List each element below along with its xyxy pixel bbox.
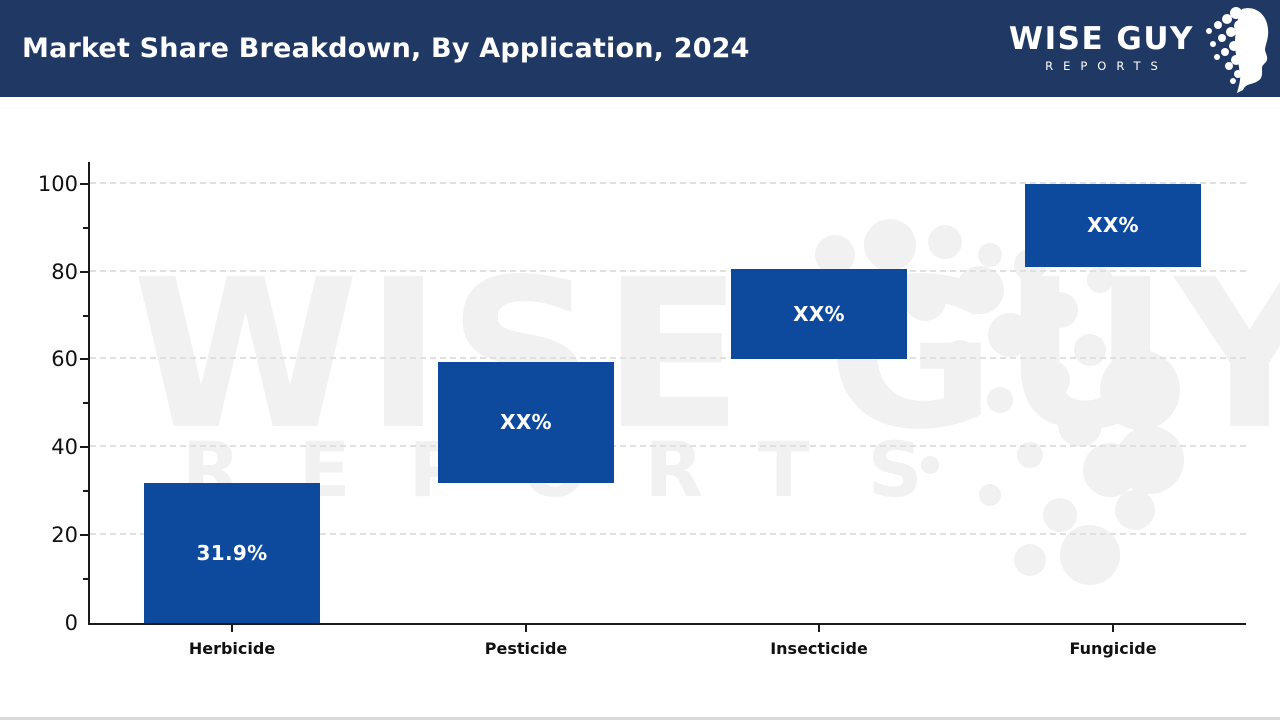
page-title: Market Share Breakdown, By Application, … — [22, 33, 750, 64]
y-tick-label: 60 — [51, 347, 78, 372]
y-axis-tick — [80, 358, 88, 361]
logo-face-icon — [1206, 6, 1269, 93]
brand-logo: WISE GUY REPORTS — [1009, 4, 1280, 94]
x-axis-tick — [1112, 625, 1114, 632]
y-tick-label: 0 — [64, 611, 78, 635]
bar-value-label: XX% — [500, 410, 552, 435]
y-axis-tick — [80, 446, 88, 449]
bar-value-label: XX% — [793, 302, 845, 327]
gridline — [90, 357, 1246, 360]
bar: XX% — [1025, 183, 1201, 268]
plot-area: 0 20 40 60 80 100 31.9% Herbicide XX% Pesticide XX… — [38, 162, 1246, 658]
y-axis-tick — [83, 490, 88, 493]
bar-value-label: XX% — [1087, 213, 1139, 238]
x-category-label: Insecticide — [770, 639, 868, 658]
y-axis-tick — [80, 182, 88, 185]
bar: 31.9% — [144, 482, 320, 623]
x-category-label: Herbicide — [188, 639, 276, 658]
x-axis-tick — [818, 625, 820, 632]
y-tick-label: 20 — [51, 523, 78, 548]
y-tick-label: 80 — [51, 259, 78, 284]
y-axis-tick — [83, 402, 88, 405]
gridline — [90, 533, 1246, 536]
y-tick-label: 100 — [37, 171, 78, 196]
y-axis-tick — [83, 578, 88, 581]
bar: XX% — [438, 361, 614, 483]
gridline — [90, 445, 1246, 448]
x-axis-tick — [525, 625, 527, 632]
y-axis-tick — [80, 270, 88, 273]
y-axis-tick — [83, 226, 88, 229]
y-tick-label: 40 — [51, 435, 78, 460]
x-category-label: Pesticide — [484, 639, 568, 658]
logo-wordmark: WISE GUY — [1008, 21, 1194, 57]
gridline — [90, 181, 1246, 184]
gridline — [90, 269, 1246, 272]
bar-value-label: 31.9% — [196, 540, 268, 565]
x-category-label: Fungicide — [1069, 639, 1157, 658]
header-bar: Market Share Breakdown, By Application, … — [0, 0, 1280, 97]
x-axis-tick — [231, 625, 233, 632]
bar: XX% — [731, 269, 907, 360]
logo-subtext: REPORTS — [1045, 59, 1168, 73]
y-axis-tick — [80, 534, 88, 537]
y-axis-tick — [83, 314, 88, 317]
logo-text: WISE GUY REPORTS — [1008, 21, 1194, 74]
footer-rule — [0, 717, 1280, 720]
